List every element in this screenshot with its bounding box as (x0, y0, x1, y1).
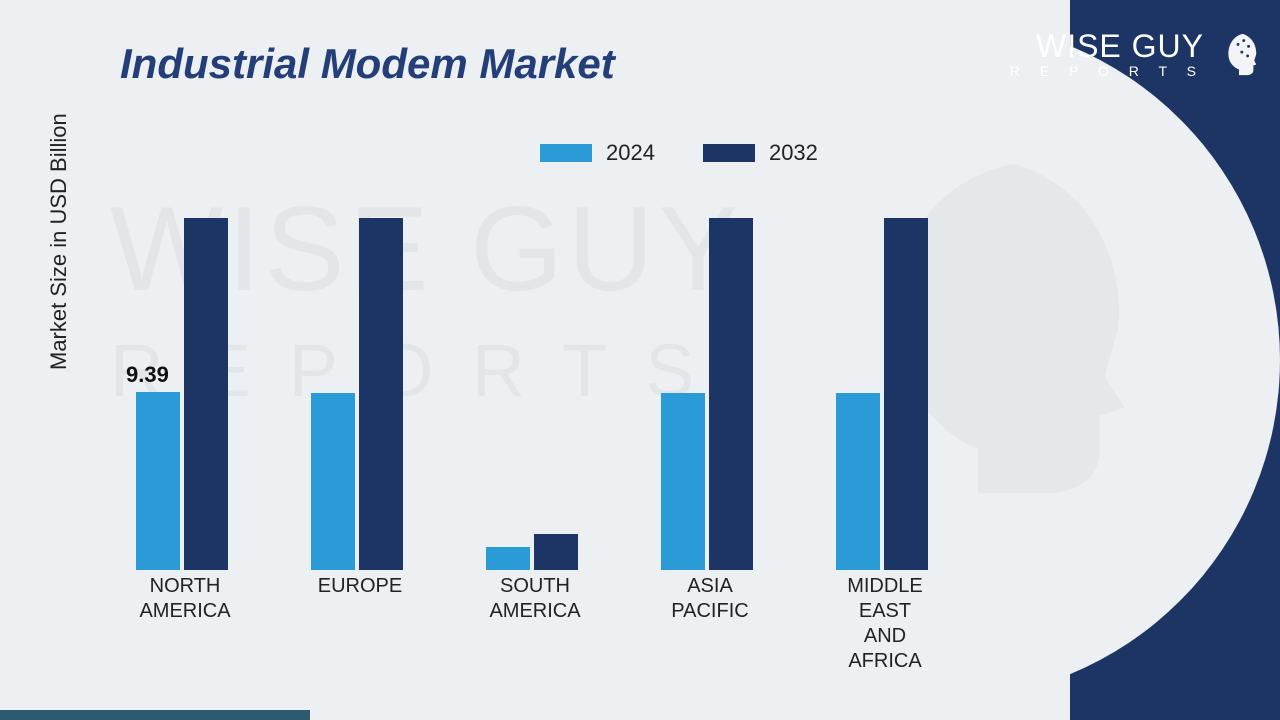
brand-sub-text: R E P O R T S (1010, 63, 1204, 79)
legend-swatch-2024 (540, 144, 592, 162)
y-axis-label: Market Size in USD Billion (46, 113, 72, 370)
x-axis-label: MIDDLEEASTANDAFRICA (810, 574, 960, 674)
bar-2024 (836, 393, 880, 570)
bar-2024 (661, 393, 705, 570)
legend-swatch-2032 (703, 144, 755, 162)
bottom-strip (0, 710, 310, 720)
legend-label-2032: 2032 (769, 140, 818, 166)
value-label: 9.39 (126, 362, 169, 388)
legend-item-2032: 2032 (703, 140, 818, 166)
bar-2032 (359, 218, 403, 570)
brand-logo: WISE GUY R E P O R T S (1010, 28, 1258, 79)
legend-label-2024: 2024 (606, 140, 655, 166)
page-title: Industrial Modem Market (120, 40, 615, 88)
chart-plot-area (120, 190, 980, 570)
bar-2032 (884, 218, 928, 570)
bar-2024 (136, 392, 180, 570)
bar-2032 (709, 218, 753, 570)
chart-legend: 2024 2032 (540, 140, 818, 166)
page-root: WISE GUY R E P O R T S WISE GUY REPORTS … (0, 0, 1280, 720)
bar-2032 (534, 534, 578, 570)
x-axis-label: NORTHAMERICA (110, 574, 260, 624)
x-axis-label: EUROPE (285, 574, 435, 599)
bar-2024 (486, 547, 530, 570)
bar-2032 (184, 218, 228, 570)
brand-main-text: WISE GUY (1010, 28, 1204, 65)
x-axis-label: SOUTHAMERICA (460, 574, 610, 624)
bar-2024 (311, 393, 355, 570)
bar-chart (120, 190, 980, 570)
legend-item-2024: 2024 (540, 140, 655, 166)
x-axis-label: ASIAPACIFIC (635, 574, 785, 624)
